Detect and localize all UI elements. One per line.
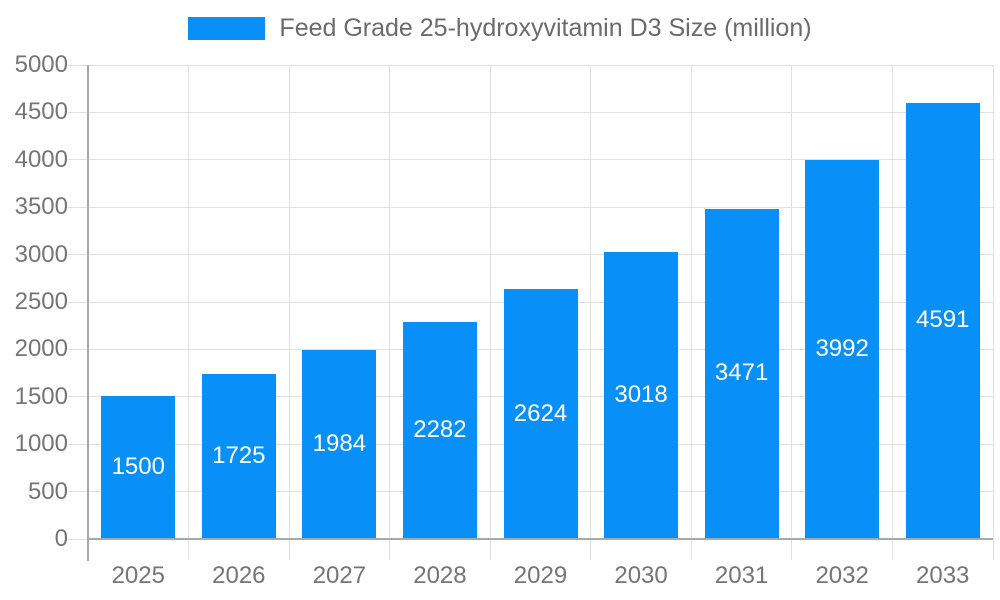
y-axis-tick	[68, 301, 88, 303]
y-axis-tick-label: 0	[54, 525, 68, 552]
bar: 3018	[604, 251, 679, 538]
y-axis-tick-label: 2000	[14, 335, 68, 363]
x-axis-tick-label: 2028	[413, 562, 467, 589]
x-axis-tick	[288, 539, 290, 560]
legend[interactable]: Feed Grade 25-hydroxyvitamin D3 Size (mi…	[0, 14, 1000, 43]
bar-value-label: 1500	[111, 452, 165, 480]
y-axis-tick	[68, 538, 88, 540]
y-axis-tick-label: 1000	[14, 430, 68, 458]
bar: 1984	[302, 349, 377, 538]
y-axis-tick-label: 4000	[14, 145, 68, 173]
x-axis-tick	[389, 539, 391, 560]
bar-value-label: 3018	[614, 380, 668, 408]
y-axis-tick	[68, 64, 88, 66]
y-axis-tick-label: 3000	[14, 240, 68, 268]
y-axis-tick	[68, 111, 88, 113]
y-axis-tick	[68, 206, 88, 208]
x-axis-tick	[690, 539, 692, 560]
bar: 1500	[101, 395, 176, 538]
x-axis-tick-label: 2027	[312, 562, 367, 589]
x-axis-tick	[891, 539, 893, 560]
bar: 4591	[905, 102, 980, 538]
y-gridline	[88, 254, 993, 256]
y-axis-tick	[68, 396, 88, 398]
y-axis-tick-label: 500	[27, 477, 68, 505]
bar-value-label: 2624	[513, 399, 568, 427]
y-axis-tick-label: 3500	[14, 193, 68, 221]
y-axis-tick	[68, 254, 88, 256]
y-axis-tick	[68, 443, 88, 445]
bar: 2624	[503, 289, 578, 538]
bar-value-label: 3992	[815, 334, 869, 362]
x-axis-tick-label: 2026	[212, 562, 266, 589]
x-axis-tick	[791, 539, 793, 560]
legend-swatch-icon	[188, 17, 266, 40]
x-axis-tick-label: 2033	[916, 562, 970, 589]
x-gridline	[590, 65, 592, 539]
x-axis-tick-label: 2029	[513, 562, 568, 589]
bar-value-label: 3471	[714, 359, 769, 387]
bar-value-label: 1725	[212, 442, 266, 470]
bar-value-label: 4591	[916, 306, 970, 334]
x-axis-tick	[992, 539, 994, 560]
y-axis-line	[87, 65, 89, 561]
x-gridline	[389, 65, 391, 539]
x-gridline	[489, 65, 491, 539]
y-axis-tick-label: 4500	[14, 98, 68, 126]
x-axis-line	[88, 538, 993, 540]
x-axis-tick	[188, 539, 190, 560]
x-gridline	[992, 65, 994, 539]
bar: 1725	[201, 374, 276, 538]
x-gridline	[188, 65, 190, 539]
y-gridline	[88, 64, 993, 66]
y-axis-tick-label: 5000	[14, 51, 68, 78]
x-gridline	[288, 65, 290, 539]
x-axis-tick-label: 2025	[111, 562, 165, 589]
bar: 2282	[402, 321, 477, 538]
y-axis-tick	[68, 348, 88, 350]
chart-title: Feed Grade 25-hydroxyvitamin D3 Size (mi…	[279, 14, 812, 42]
bar-value-label: 2282	[413, 415, 467, 443]
bar: 3992	[805, 159, 880, 538]
x-axis-tick	[590, 539, 592, 560]
x-gridline	[690, 65, 692, 539]
x-gridline	[791, 65, 793, 539]
y-axis-tick	[68, 159, 88, 161]
bar: 3471	[704, 208, 779, 538]
y-axis-tick-label: 2500	[14, 288, 68, 315]
y-gridline	[88, 206, 993, 208]
x-axis-tick	[489, 539, 491, 560]
x-gridline	[891, 65, 893, 539]
y-gridline	[88, 111, 993, 113]
y-axis-tick-label: 1500	[14, 382, 68, 410]
bar-value-label: 1984	[312, 429, 367, 457]
x-axis-tick-label: 2032	[815, 562, 869, 589]
y-axis-tick	[68, 491, 88, 493]
x-axis-tick-label: 2030	[614, 562, 668, 589]
y-gridline	[88, 159, 993, 161]
x-axis-tick-label: 2031	[714, 562, 769, 589]
